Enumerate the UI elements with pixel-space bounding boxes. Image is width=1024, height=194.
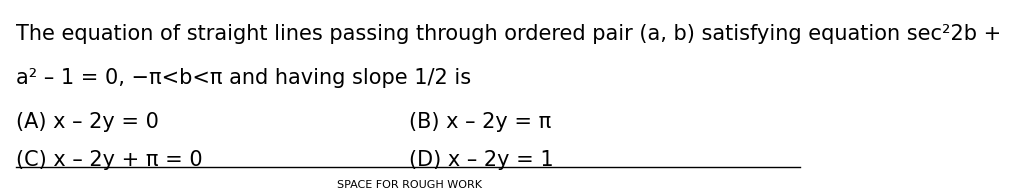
Text: SPACE FOR ROUGH WORK: SPACE FOR ROUGH WORK — [337, 180, 481, 190]
Text: a² – 1 = 0, −π<b<π and having slope 1/2 is: a² – 1 = 0, −π<b<π and having slope 1/2 … — [16, 68, 471, 88]
Text: (D) x – 2y = 1: (D) x – 2y = 1 — [409, 150, 554, 170]
Text: (A) x – 2y = 0: (A) x – 2y = 0 — [16, 112, 159, 132]
Text: (B) x – 2y = π: (B) x – 2y = π — [409, 112, 551, 132]
Text: (C) x – 2y + π = 0: (C) x – 2y + π = 0 — [16, 150, 203, 170]
Text: The equation of straight lines passing through ordered pair (a, b) satisfying eq: The equation of straight lines passing t… — [16, 24, 1001, 44]
